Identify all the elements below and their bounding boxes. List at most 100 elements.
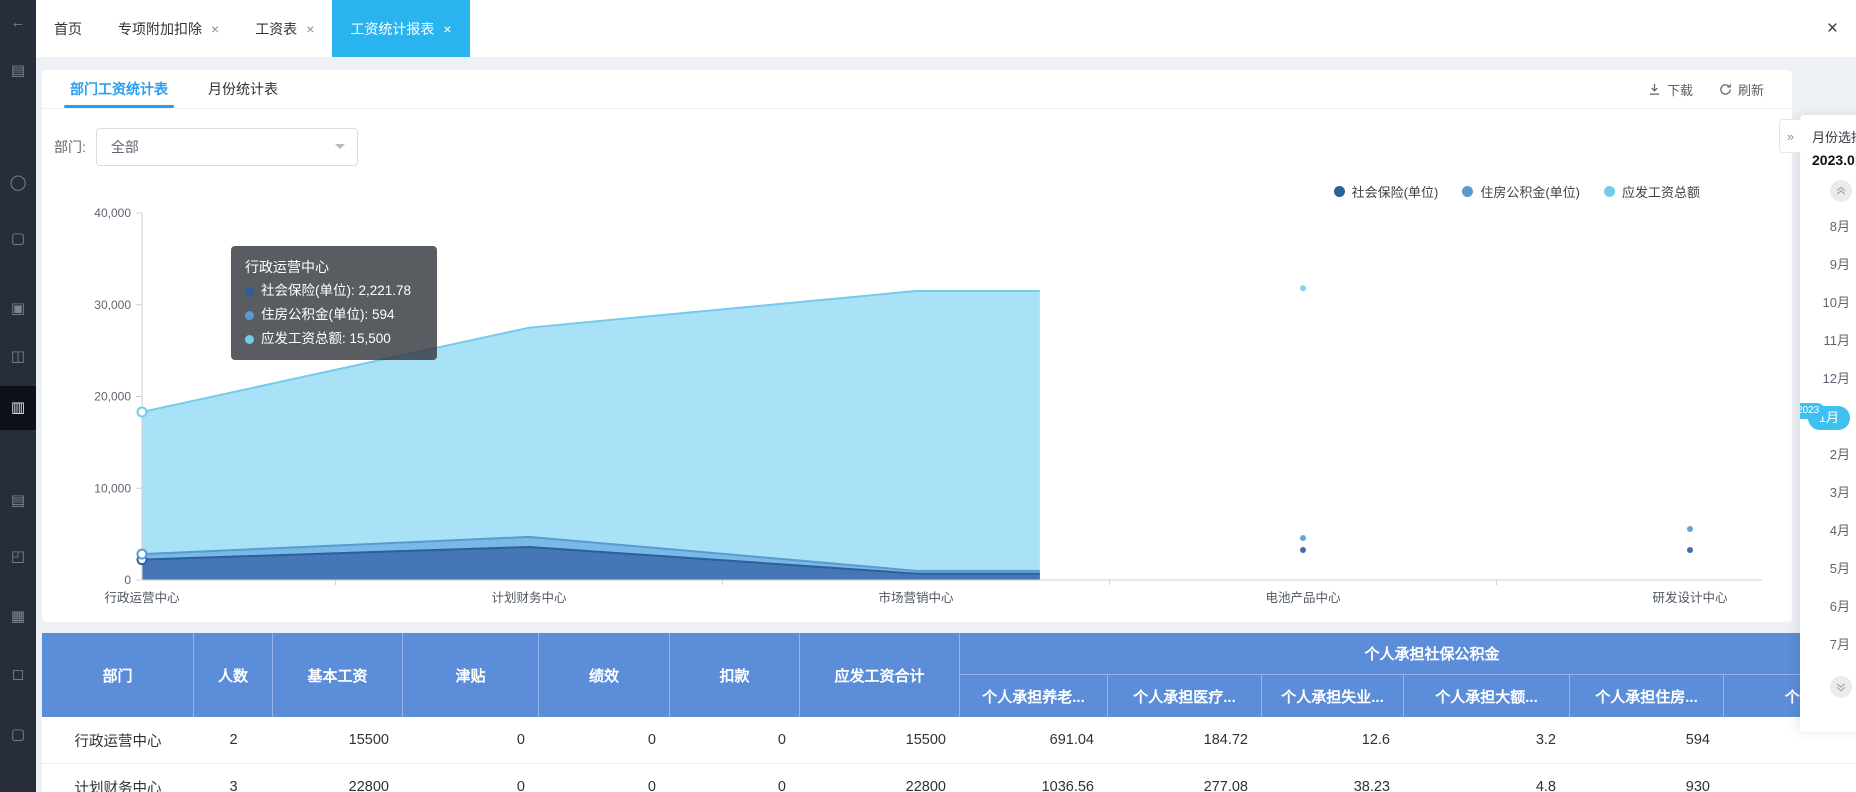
legend-label: 住房公积金(单位) — [1480, 185, 1580, 200]
panel-collapse-button[interactable]: » — [1779, 119, 1801, 153]
column-header-8[interactable]: 个人承担医疗... — [1108, 675, 1262, 717]
svg-text:电池产品中心: 电池产品中心 — [1265, 590, 1341, 605]
column-header-11[interactable]: 个人承担住房... — [1570, 675, 1724, 717]
cell-1-7: 1036.56 — [1041, 779, 1094, 792]
column-header-1[interactable]: 人数 — [194, 633, 273, 717]
group-header-label: 个人承担社保公积金 — [960, 633, 1856, 675]
download-icon — [1649, 83, 1660, 95]
cell-1-4: 0 — [647, 779, 656, 792]
legend-item-0[interactable]: 社会保险(单位) — [1333, 182, 1438, 201]
month-item-9月[interactable]: 9月 — [1829, 257, 1850, 272]
subtab-0[interactable]: 部门工资统计表 — [50, 70, 188, 108]
topbar: 首页 专项附加扣除 × 工资表 × 工资统计报表 × × — [36, 0, 1856, 57]
cell-1-12 — [1724, 764, 1856, 792]
cell-0-5: 0 — [777, 732, 786, 748]
topbar-tab-3[interactable]: 工资统计报表 × — [332, 0, 470, 57]
column-header-10[interactable]: 个人承担大额... — [1404, 675, 1570, 717]
month-item-12月[interactable]: 12月 — [1822, 371, 1850, 386]
active-year-badge: 2023 — [1800, 403, 1826, 419]
cell-0-9: 12.6 — [1361, 732, 1390, 748]
download-label: 下载 — [1666, 83, 1693, 98]
filter-row: 部门: 全部 — [54, 128, 358, 166]
column-header-6[interactable]: 应发工资合计 — [800, 633, 960, 717]
topbar-tab-1[interactable]: 专项附加扣除 × — [100, 0, 237, 57]
sidebar-icon-2[interactable]: ◯ — [9, 174, 27, 191]
column-header-9[interactable]: 个人承担失业... — [1262, 675, 1404, 717]
topbar-tab-2[interactable]: 工资表 × — [237, 0, 332, 57]
column-group: 个人承担社保公积金 个人承担养老... 个人承担医疗... 个人承担失业... 个人承担… — [960, 633, 1856, 717]
chevron-up-icon — [1836, 186, 1846, 195]
legend-item-1[interactable]: 住房公积金(单位) — [1462, 182, 1580, 201]
column-header-3[interactable]: 津贴 — [403, 633, 539, 717]
cell-1-0: 计划财务中心 — [74, 780, 162, 792]
month-panel: 月份选择 2023.01 8月 9月 10月 11月 12月 20231月 2月 3月 4月 5月… — [1800, 115, 1856, 732]
column-header-7[interactable]: 个人承担养老... — [960, 675, 1108, 717]
month-item-4月[interactable]: 4月 — [1829, 523, 1850, 538]
cell-0-11: 594 — [1685, 732, 1710, 748]
month-item-5月[interactable]: 5月 — [1829, 561, 1850, 576]
sidebar-icon-9[interactable]: ▦ — [10, 608, 26, 625]
download-button[interactable]: 下载 — [1648, 80, 1693, 99]
sidebar-icon-7[interactable]: ▤ — [10, 492, 26, 509]
sidebar-icon-3[interactable]: ▢ — [10, 230, 26, 247]
month-item-11月[interactable]: 11月 — [1823, 333, 1851, 348]
table-row-1[interactable]: 计划财务中心 3 22800 0 0 0 22800 1036.56 277.08 38.23 4.… — [42, 764, 1856, 792]
cell-1-3: 0 — [516, 779, 525, 792]
cell-0-10: 3.2 — [1535, 732, 1556, 748]
cell-1-2: 22800 — [348, 779, 389, 792]
tab-label: 工资统计报表 — [350, 20, 435, 37]
month-item-10月[interactable]: 10月 — [1822, 295, 1850, 310]
month-panel-current: 2023.01 — [1812, 152, 1856, 168]
sidebar-icon-5[interactable]: ◫ — [10, 348, 26, 365]
subtab-1[interactable]: 月份统计表 — [208, 81, 278, 97]
month-list: 8月 9月 10月 11月 12月 20231月 2月 3月 4月 5月 6月 7月 — [1800, 208, 1856, 664]
tab-close-icon[interactable]: × — [306, 20, 315, 37]
cell-1-8: 277.08 — [1203, 779, 1248, 792]
chevron-down-icon — [1836, 683, 1846, 692]
sidebar-icon-11[interactable]: ▢ — [10, 726, 26, 743]
sidebar-icon-8[interactable]: ◰ — [10, 548, 26, 565]
column-header-2[interactable]: 基本工资 — [273, 633, 403, 717]
legend-item-2[interactable]: 应发工资总额 — [1603, 182, 1700, 201]
sidebar-icon-6[interactable]: ▥ — [0, 386, 36, 430]
tab-close-icon[interactable]: × — [443, 20, 452, 37]
svg-text:计划财务中心: 计划财务中心 — [491, 590, 567, 605]
column-header-0[interactable]: 部门 — [42, 633, 194, 717]
cell-1-9: 38.23 — [1353, 779, 1390, 792]
month-item-3月[interactable]: 3月 — [1829, 485, 1850, 500]
close-all-icon[interactable]: × — [1826, 17, 1838, 39]
svg-text:40,000: 40,000 — [94, 206, 131, 220]
column-header-4[interactable]: 绩效 — [539, 633, 670, 717]
sidebar-icon-0[interactable]: ← — [10, 14, 26, 31]
table-row-0[interactable]: 行政运营中心 2 15500 0 0 0 15500 691.04 184.72 12.6 3.2 5… — [42, 717, 1856, 764]
card-toolbar: 下载 刷新 — [1648, 70, 1764, 109]
cell-1-1: 3 — [229, 779, 238, 792]
month-item-8月[interactable]: 8月 — [1829, 219, 1850, 234]
refresh-button[interactable]: 刷新 — [1719, 80, 1764, 99]
tab-close-icon[interactable]: × — [211, 20, 220, 37]
refresh-label: 刷新 — [1737, 83, 1764, 98]
group-subheader-row: 个人承担养老... 个人承担医疗... 个人承担失业... 个人承担大额... 个人承担… — [960, 675, 1856, 717]
month-item-1月[interactable]: 20231月 — [1800, 398, 1856, 436]
sidebar-icon-10[interactable]: ◻ — [11, 666, 25, 683]
svg-text:20,000: 20,000 — [94, 390, 131, 404]
subtab-bar: 部门工资统计表 月份统计表 下载 刷新 — [42, 70, 1792, 109]
month-scroll-down-button[interactable] — [1830, 676, 1852, 698]
month-item-6月[interactable]: 6月 — [1829, 599, 1850, 614]
cell-0-6: 15500 — [905, 732, 946, 748]
legend-dot — [1333, 186, 1345, 197]
sidebar-icon-4[interactable]: ▣ — [10, 300, 26, 317]
table-header: 部门 人数 基本工资 津贴 绩效 扣款 应发工资合计 个人承担社保公积金 个人承担养老... 个人… — [42, 633, 1856, 717]
sidebar-icon-1[interactable]: ▤ — [10, 62, 26, 79]
topbar-tab-0[interactable]: 首页 — [36, 0, 100, 57]
month-item-2月[interactable]: 2月 — [1829, 447, 1850, 462]
legend-dot — [1603, 186, 1615, 197]
chart-legend: 社会保险(单位) 住房公积金(单位) 应发工资总额 — [1333, 182, 1700, 201]
column-header-5[interactable]: 扣款 — [670, 633, 800, 717]
salary-chart-svg: 0 10,000 20,000 30,000 40,000 行政运营中心 计划财务中心 市场营… — [94, 206, 1762, 605]
svg-text:市场营销中心: 市场营销中心 — [878, 590, 954, 605]
department-select[interactable]: 全部 — [95, 128, 358, 166]
cell-0-4: 0 — [647, 732, 656, 748]
month-scroll-up-button[interactable] — [1830, 180, 1852, 202]
month-item-7月[interactable]: 7月 — [1829, 637, 1850, 652]
